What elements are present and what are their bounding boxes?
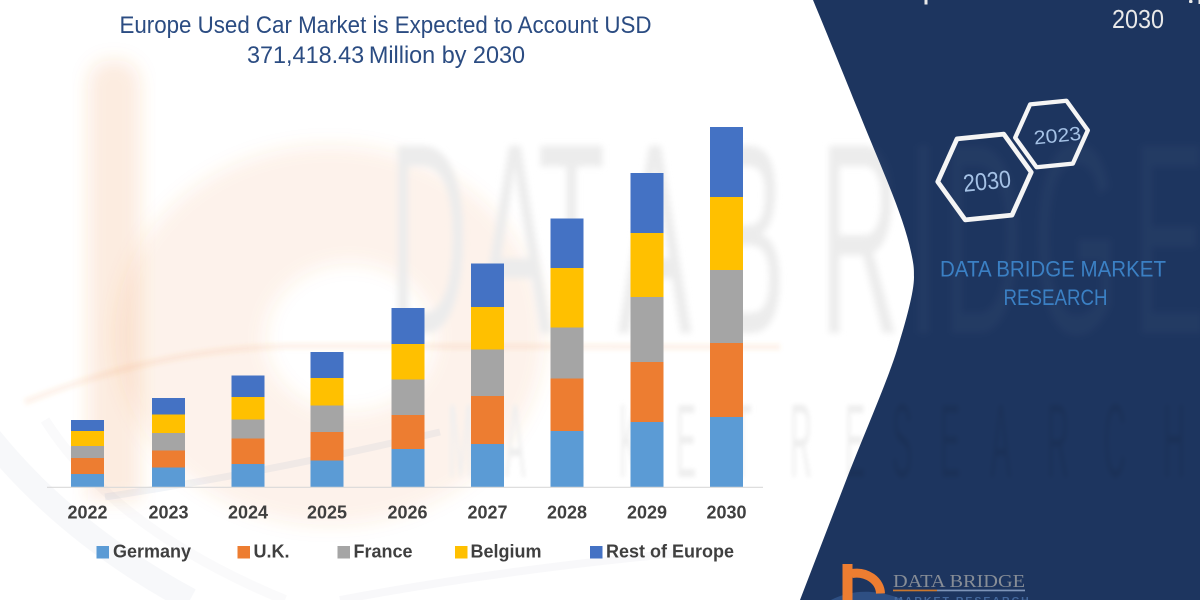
svg-text:2028: 2028: [547, 503, 587, 523]
svg-text:Europe Used Car Market is Expe: Europe Used Car Market is Expected to Ac…: [120, 12, 652, 39]
svg-text:DATA BRIDGE: DATA BRIDGE: [893, 571, 1025, 591]
svg-text:2025: 2025: [307, 503, 347, 523]
svg-text:France: France: [354, 542, 413, 562]
svg-text:2023: 2023: [148, 503, 188, 523]
svg-text:2027: 2027: [467, 503, 507, 523]
svg-text:2024: 2024: [228, 503, 268, 523]
svg-text:2022: 2022: [67, 503, 107, 523]
svg-text:2023: 2023: [1033, 124, 1082, 150]
svg-text:DATA BRIDGE MARKET: DATA BRIDGE MARKET: [940, 257, 1166, 282]
svg-text:2030: 2030: [706, 503, 746, 523]
svg-text:U.K.: U.K.: [254, 542, 290, 562]
svg-text:Belgium: Belgium: [471, 542, 542, 562]
svg-text:Germany: Germany: [113, 542, 191, 562]
svg-text:MARKET RESEARCH: MARKET RESEARCH: [894, 595, 1031, 600]
svg-text:2030: 2030: [962, 166, 1012, 198]
svg-text:RESEARCH: RESEARCH: [1004, 285, 1108, 310]
svg-text:371,418.43 Million by 2030: 371,418.43 Million by 2030: [247, 42, 525, 69]
svg-text:Rest of Europe: Rest of Europe: [606, 542, 734, 562]
svg-text:2030: 2030: [1112, 6, 1164, 34]
svg-text:2026: 2026: [387, 503, 427, 523]
svg-text:2029: 2029: [627, 503, 667, 523]
